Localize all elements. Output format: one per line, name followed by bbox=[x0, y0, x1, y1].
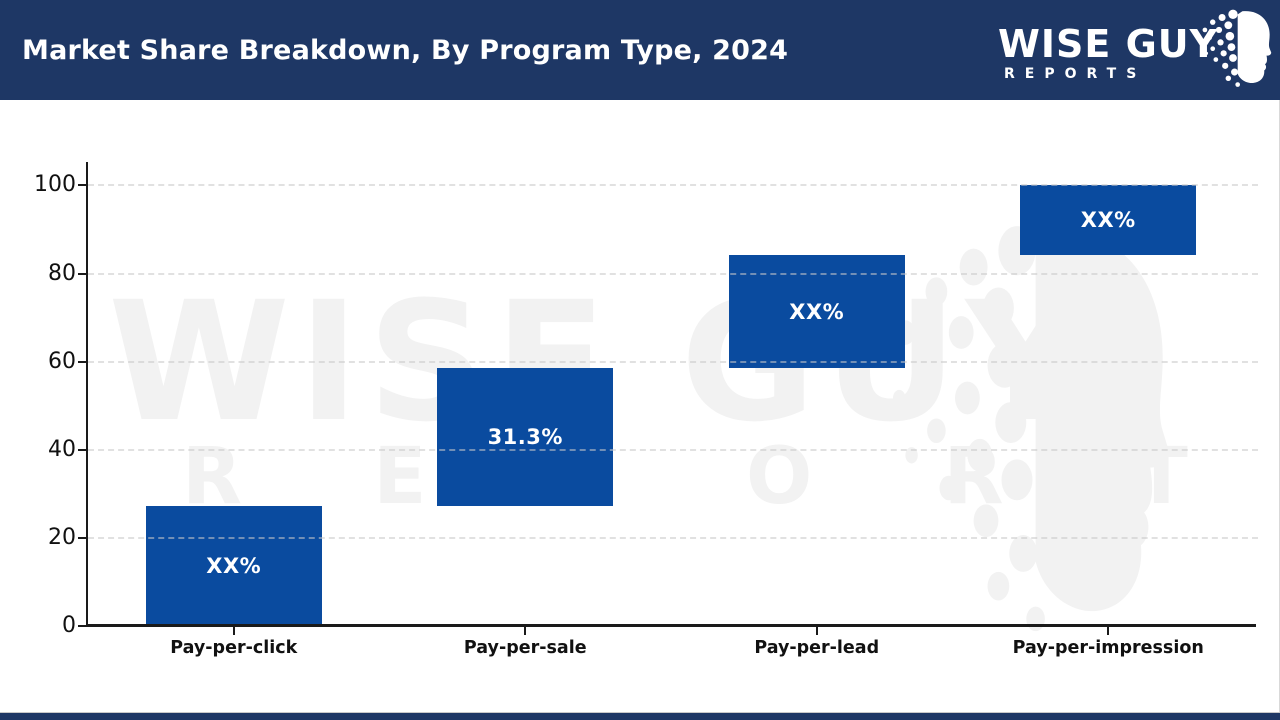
x-category-label: Pay-per-lead bbox=[754, 638, 880, 658]
chart-area: WISE GUY R E P O R T S 020406080100XX%Pa… bbox=[0, 100, 1280, 712]
y-axis-line bbox=[86, 162, 88, 626]
x-tick bbox=[815, 627, 818, 635]
y-tick bbox=[78, 625, 86, 627]
x-category-label: Pay-per-impression bbox=[1012, 638, 1204, 658]
gridline-40 bbox=[88, 448, 1258, 451]
y-tick-label: 20 bbox=[48, 524, 76, 550]
bar-value-label: XX% bbox=[789, 299, 845, 324]
gridline-100 bbox=[88, 184, 1258, 187]
watermark-head-icon bbox=[893, 226, 1169, 632]
y-tick bbox=[78, 536, 86, 539]
dotted-head-profile-icon bbox=[1201, 9, 1272, 87]
bar-value-label: XX% bbox=[1080, 208, 1136, 233]
x-category-label: Pay-per-sale bbox=[463, 638, 587, 658]
brand-logo-text: WISE GUY bbox=[998, 22, 1219, 66]
brand-logo-subtext: REPORTS bbox=[1004, 66, 1147, 82]
gridline-20 bbox=[88, 536, 1258, 539]
y-tick-label: 100 bbox=[34, 172, 76, 198]
x-tick bbox=[524, 627, 527, 635]
y-tick-label: 40 bbox=[48, 436, 76, 462]
bar-pay-per-impression: XX% bbox=[1020, 185, 1197, 256]
page-title: Market Share Breakdown, By Program Type,… bbox=[22, 34, 789, 66]
gridline-60 bbox=[88, 360, 1258, 363]
x-axis-line bbox=[86, 624, 1256, 627]
y-tick-label: 80 bbox=[48, 260, 76, 286]
y-tick bbox=[78, 448, 86, 451]
y-tick-label: 60 bbox=[48, 348, 76, 374]
y-tick bbox=[78, 272, 86, 275]
y-tick-label: 0 bbox=[62, 613, 76, 638]
y-tick bbox=[78, 360, 86, 363]
x-category-label: Pay-per-click bbox=[170, 638, 298, 658]
x-tick bbox=[232, 627, 235, 635]
bar-value-label: XX% bbox=[206, 553, 262, 578]
bar-value-label: 31.3% bbox=[487, 424, 563, 449]
brand-logo: WISE GUY REPORTS bbox=[998, 0, 1272, 100]
y-tick bbox=[78, 184, 86, 187]
gridline-80 bbox=[88, 272, 1258, 275]
footer-bar bbox=[0, 712, 1280, 720]
x-tick bbox=[1107, 627, 1110, 635]
header-bar: Market Share Breakdown, By Program Type,… bbox=[0, 0, 1280, 100]
bar-pay-per-sale: 31.3% bbox=[437, 367, 614, 506]
bar-pay-per-click: XX% bbox=[145, 505, 322, 626]
